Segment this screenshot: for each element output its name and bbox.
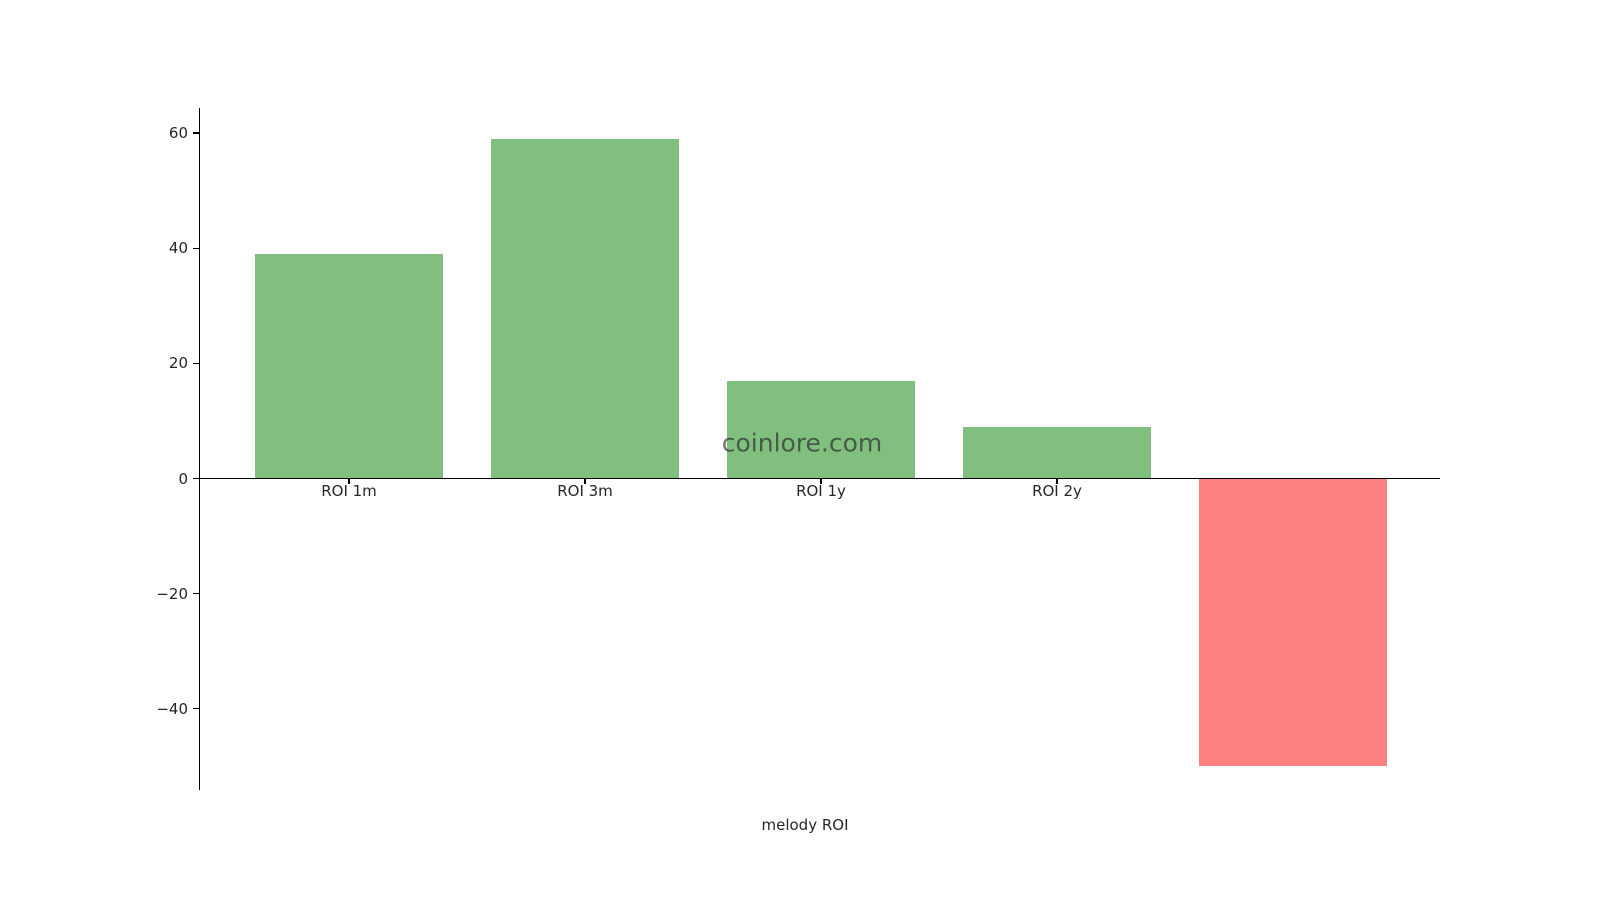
chart-title: melody ROI [761, 816, 849, 834]
x-tick-mark-1 [348, 478, 350, 484]
y-tick-label-60: 60 [168, 124, 188, 143]
bar-roi-1m [255, 254, 443, 479]
x-axis-zero-line [200, 477, 1440, 480]
x-tick-label-roi-1m: ROI 1m [321, 482, 377, 500]
bar-unlabeled-5 [1199, 478, 1387, 767]
y-tick-mark--20 [193, 592, 200, 595]
y-tick-label--40: −40 [156, 699, 188, 718]
x-tick-mark-2 [584, 478, 586, 484]
x-tick-label-roi-3m: ROI 3m [557, 482, 613, 500]
x-tick-label-roi-1y: ROI 1y [796, 482, 846, 500]
y-tick-mark-60 [193, 132, 200, 134]
y-tick-mark-20 [193, 362, 200, 365]
bar-roi-3m [491, 138, 679, 479]
x-tick-mark-3 [820, 478, 822, 484]
watermark-text: coinlore.com [721, 428, 883, 458]
y-tick-label-40: 40 [168, 239, 188, 258]
y-tick-label-0: 0 [178, 469, 188, 488]
x-tick-mark-4 [1056, 478, 1058, 484]
y-tick-label-20: 20 [168, 354, 188, 373]
y-tick-mark--40 [193, 707, 200, 710]
y-tick-label--20: −20 [156, 584, 188, 603]
bar-roi-1y [727, 380, 915, 479]
y-axis-spine [198, 108, 201, 790]
x-tick-label-roi-2y: ROI 2y [1032, 482, 1082, 500]
y-tick-mark-40 [193, 247, 200, 250]
y-tick-mark-0 [193, 477, 200, 480]
bar-roi-2y [963, 426, 1151, 479]
